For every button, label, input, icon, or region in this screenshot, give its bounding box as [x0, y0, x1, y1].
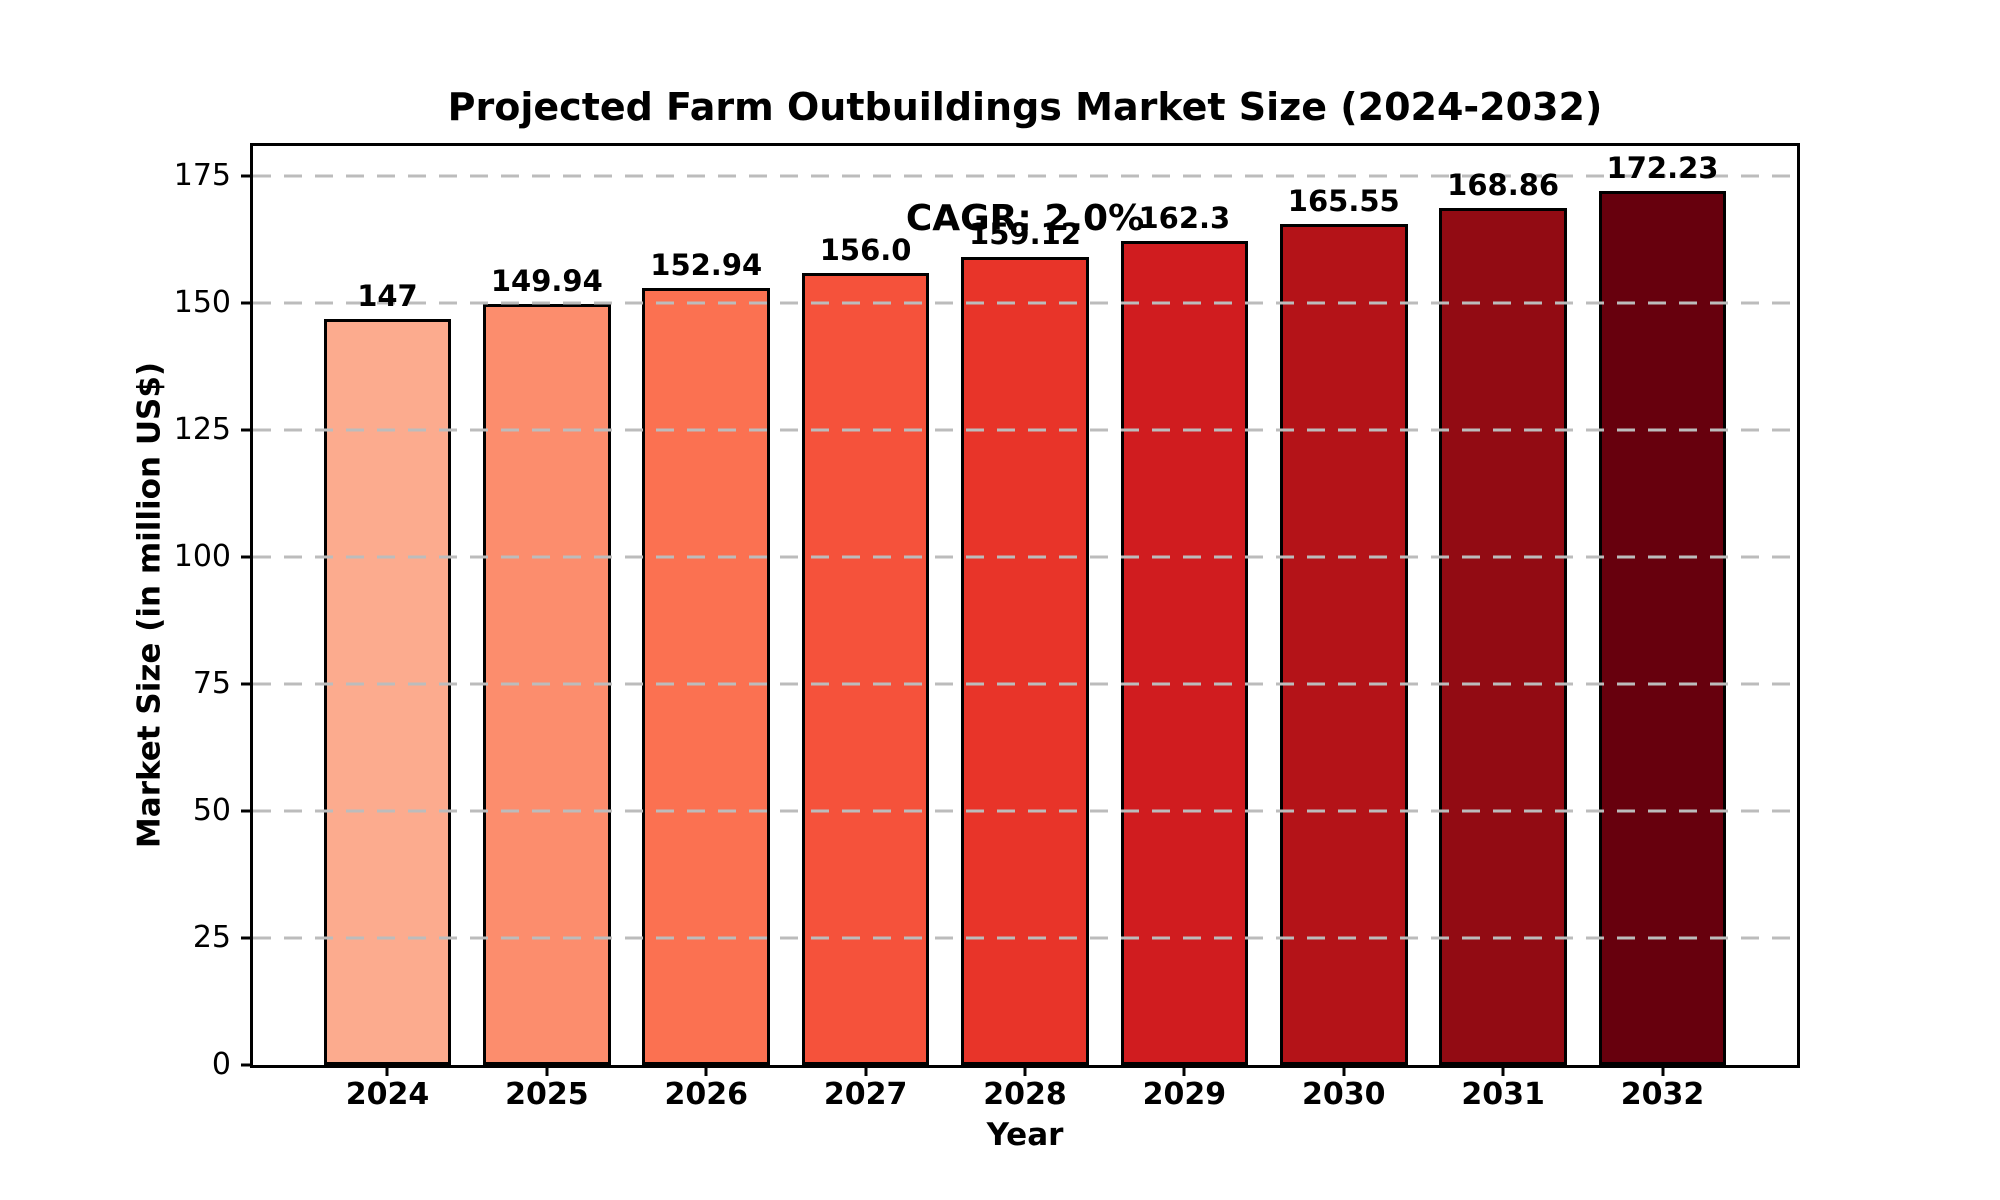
x-tick-label-2032: 2032 [1620, 1077, 1705, 1112]
x-tick-label-2024: 2024 [345, 1077, 430, 1112]
bar-2030 [1280, 224, 1408, 1065]
y-tick-label-25: 25 [192, 920, 231, 956]
x-tick-2027 [864, 1065, 868, 1076]
bar-2026 [642, 288, 770, 1065]
bar-2029 [1120, 240, 1249, 1065]
bar-2028 [961, 257, 1089, 1065]
bar-value-2024: 147 [357, 278, 418, 313]
x-tick-2029 [1182, 1065, 1186, 1076]
plot-area: CAGR: 2.0% 147 2024 149.94 2025 152.94 2026 15… [174, 143, 1800, 1110]
y-tick-label-0: 0 [211, 1047, 231, 1082]
bar-2024 [323, 318, 452, 1065]
bar-value-2032: 172.23 [1606, 150, 1719, 185]
bar-2025 [483, 303, 611, 1065]
y-axis-title: Market Size (in million US$) [131, 361, 168, 849]
x-tick-label-2028: 2028 [983, 1077, 1067, 1112]
bar-value-2029: 162.3 [1138, 200, 1231, 235]
x-tick-label-2025: 2025 [505, 1077, 589, 1112]
bar-value-2027: 156.0 [819, 232, 912, 267]
x-tick-2030 [1342, 1065, 1346, 1076]
y-tick-label-150: 150 [173, 285, 231, 321]
y-tick-label-50: 50 [192, 793, 231, 829]
chart-title: Projected Farm Outbuildings Market Size … [447, 85, 1603, 129]
y-tick-label-125: 125 [173, 412, 231, 448]
y-tick-175 [241, 174, 253, 178]
y-tick-50 [241, 809, 253, 813]
y-tick-150 [241, 301, 253, 305]
y-tick-25 [241, 936, 253, 940]
x-tick-2025 [545, 1065, 549, 1076]
x-tick-2032 [1661, 1065, 1665, 1076]
x-tick-2028 [1023, 1065, 1027, 1076]
bar-2032 [1598, 190, 1727, 1065]
x-tick-label-2029: 2029 [1142, 1077, 1227, 1112]
gridline-175 [253, 174, 1797, 178]
x-axis-title: Year [986, 1117, 1064, 1153]
x-tick-label-2027: 2027 [823, 1077, 908, 1112]
bar-2031 [1439, 207, 1567, 1065]
bar-value-2025: 149.94 [490, 263, 603, 298]
x-tick-2031 [1501, 1065, 1505, 1076]
y-tick-75 [241, 682, 253, 686]
bar-value-2026: 152.94 [650, 248, 763, 283]
cagr-annotation: CAGR: 2.0% [905, 198, 1145, 239]
x-tick-label-2026: 2026 [664, 1077, 748, 1112]
y-tick-0 [241, 1063, 253, 1067]
x-tick-2026 [704, 1065, 708, 1076]
x-tick-label-2031: 2031 [1461, 1077, 1545, 1112]
bar-value-2031: 168.86 [1447, 167, 1560, 202]
x-tick-2024 [385, 1065, 389, 1076]
bar-value-2030: 165.55 [1287, 184, 1400, 219]
y-tick-label-175: 175 [173, 158, 231, 194]
bar-value-2028: 159.12 [969, 217, 1081, 252]
y-tick-100 [241, 555, 253, 559]
y-tick-125 [241, 428, 253, 432]
x-tick-label-2030: 2030 [1302, 1077, 1386, 1112]
y-tick-label-100: 100 [173, 539, 231, 575]
y-tick-label-75: 75 [192, 666, 231, 702]
bar-2027 [801, 272, 930, 1065]
